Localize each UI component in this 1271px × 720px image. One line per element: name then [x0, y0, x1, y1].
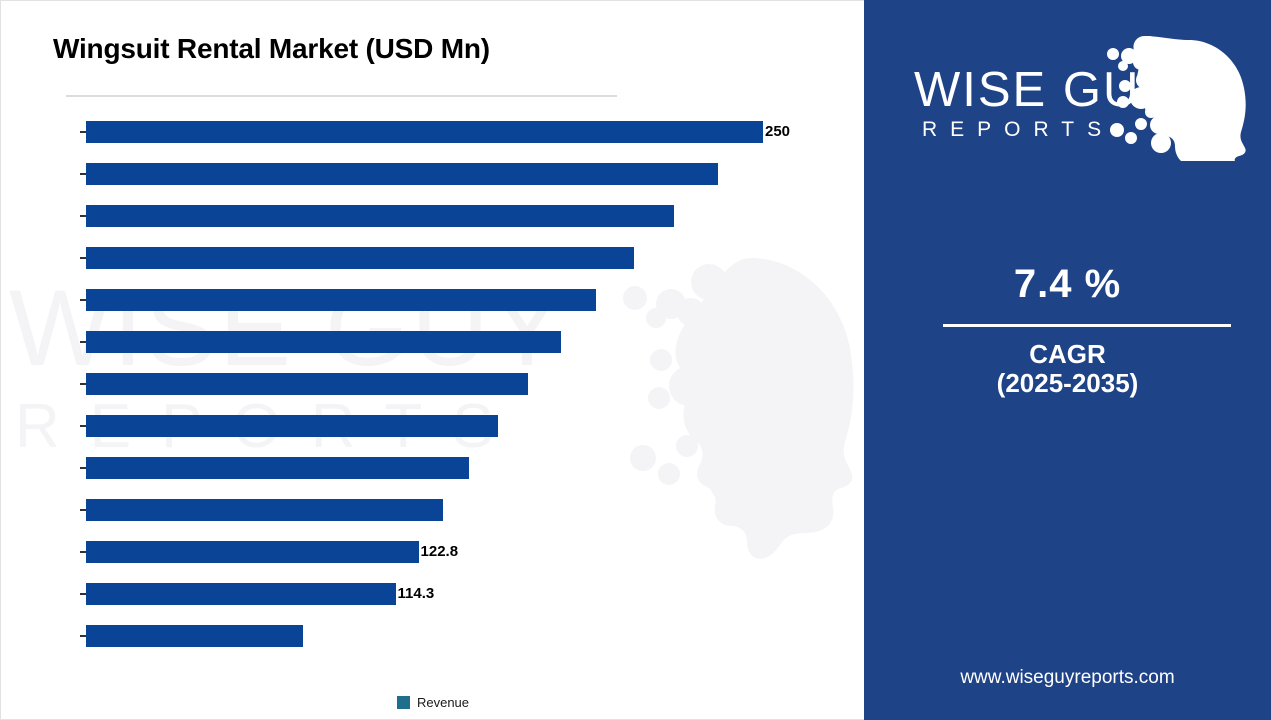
cagr-divider [943, 324, 1231, 327]
y-axis-tick-mark [80, 635, 86, 637]
bar-value-label: 250 [765, 123, 791, 140]
y-axis-tick-mark [80, 425, 86, 427]
brand-panel: WISE GUY REPORTS [864, 0, 1271, 720]
logo-text-primary: WISE GUY [914, 63, 1176, 117]
legend-label-revenue: Revenue [416, 695, 470, 710]
cagr-value: 7.4 % [1013, 262, 1122, 306]
y-axis-tick-mark [80, 551, 86, 553]
bar-chart-plot: 2035250203420332032203120302029202820272… [1, 1, 864, 691]
bar-value-label: 122.8 [420, 543, 459, 560]
cagr-label-text: CAGR [1029, 339, 1106, 369]
y-axis-tick-mark [80, 509, 86, 511]
bar-revenue [86, 163, 719, 185]
chart-title: Wingsuit Rental Market (USD Mn) [53, 33, 490, 64]
bar-value-label: 114.3 [397, 585, 435, 602]
y-axis-tick-mark [80, 215, 86, 217]
bar-revenue [86, 289, 596, 311]
logo-head-icon [1107, 36, 1246, 161]
y-axis-tick-mark [80, 131, 86, 133]
bar-revenue [86, 457, 469, 479]
logo-text-secondary: REPORTS [922, 118, 1115, 141]
bar-revenue [86, 247, 635, 269]
y-axis-tick-mark [80, 173, 86, 175]
bar-revenue [86, 583, 396, 605]
bar-revenue [86, 373, 528, 395]
y-axis-tick-mark [80, 299, 86, 301]
legend-swatch-revenue [396, 696, 410, 709]
y-axis-tick-mark [80, 467, 86, 469]
bar-revenue [86, 415, 498, 437]
bar-revenue [86, 331, 561, 353]
wiseguy-logo: WISE GUY REPORTS [882, 34, 1253, 164]
cagr-caption: CAGR (2025-2035) [864, 340, 1271, 398]
bar-revenue [86, 205, 674, 227]
y-axis-tick-mark [80, 593, 86, 595]
title-divider [66, 95, 617, 97]
chart-legend: Revenue [1, 695, 864, 714]
chart-panel: WISE GUY REPORTS [0, 0, 864, 720]
website-url: www.wiseguyreports.com [960, 667, 1175, 688]
y-axis-tick-mark [80, 257, 86, 259]
bar-revenue [86, 541, 419, 563]
bar-revenue [86, 499, 443, 521]
y-axis-tick-mark [80, 383, 86, 385]
y-axis-tick-mark [80, 341, 86, 343]
cagr-period-text: (2025-2035) [996, 368, 1139, 398]
bar-revenue [86, 121, 763, 143]
bar-revenue [86, 625, 303, 647]
